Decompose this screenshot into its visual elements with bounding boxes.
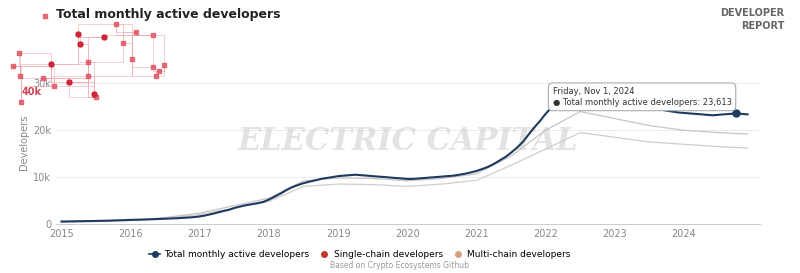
Point — [150, 74, 162, 78]
Text: 40k: 40k — [22, 87, 42, 97]
Point — [72, 32, 85, 36]
Point — [45, 62, 58, 66]
Point — [14, 100, 27, 104]
Point — [62, 80, 75, 84]
Point — [88, 92, 101, 96]
Text: ELECTRIC CAPITAL: ELECTRIC CAPITAL — [238, 126, 578, 158]
Y-axis label: Developers: Developers — [19, 114, 29, 170]
Text: DEVELOPER
REPORT: DEVELOPER REPORT — [720, 8, 784, 31]
Point — [6, 64, 19, 68]
Point — [13, 51, 26, 56]
Point — [39, 14, 52, 19]
Point — [74, 42, 87, 46]
Text: Based on Crypto Ecosystems Github: Based on Crypto Ecosystems Github — [330, 261, 470, 270]
Point — [88, 92, 101, 96]
Point — [98, 35, 110, 39]
Point — [82, 60, 94, 65]
Point — [117, 41, 130, 45]
Point — [98, 35, 110, 39]
Point — [130, 29, 142, 34]
Point — [126, 57, 138, 61]
Point — [48, 84, 61, 88]
Text: Total monthly active developers: Total monthly active developers — [56, 8, 281, 21]
Point — [153, 69, 166, 73]
Point — [90, 94, 102, 99]
Point — [110, 22, 122, 26]
Point — [146, 64, 159, 69]
Point — [62, 80, 75, 84]
Point — [158, 63, 170, 67]
Text: Friday, Nov 1, 2024
● Total monthly active developers: 23,613: Friday, Nov 1, 2024 ● Total monthly acti… — [553, 87, 731, 106]
Point — [72, 32, 85, 36]
Point — [14, 73, 26, 78]
Legend: Total monthly active developers, Single-chain developers, Multi-chain developers: Total monthly active developers, Single-… — [146, 247, 574, 263]
Point — [36, 76, 49, 80]
Point — [74, 42, 87, 46]
Point — [82, 74, 94, 78]
Point — [45, 62, 58, 66]
Point — [146, 32, 159, 37]
